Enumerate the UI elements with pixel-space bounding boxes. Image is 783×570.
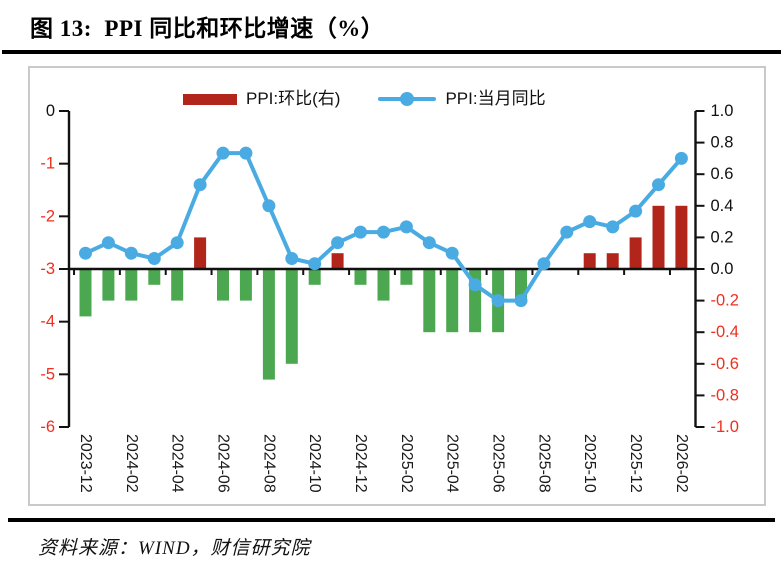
line-marker xyxy=(354,225,367,239)
bar-ppi-mom xyxy=(446,269,459,333)
line-marker xyxy=(629,204,643,218)
line-marker xyxy=(445,246,459,260)
x-axis-label: 2024-06 xyxy=(215,434,232,493)
bar-ppi-mom xyxy=(606,253,619,269)
x-axis-label: 2024-08 xyxy=(260,434,277,493)
line-marker xyxy=(170,236,184,250)
bar-ppi-mom xyxy=(354,269,367,285)
line-marker xyxy=(331,236,345,250)
left-axis-tick-label: -4 xyxy=(40,313,55,331)
left-axis-tick-label: 0 xyxy=(46,102,55,120)
bar-ppi-mom xyxy=(285,269,298,364)
line-marker xyxy=(124,246,138,260)
line-marker xyxy=(560,225,574,239)
bar-ppi-mom xyxy=(194,237,207,269)
bar-ppi-mom xyxy=(308,269,321,285)
figure-title: 图 13: PPI 同比和环比增速（%） xyxy=(30,16,385,41)
left-axis-tick-label: -5 xyxy=(40,365,55,383)
bar-ppi-mom xyxy=(102,269,115,301)
bar-ppi-mom xyxy=(583,253,596,269)
x-axis-label: 2025-06 xyxy=(490,434,507,493)
bar-ppi-mom xyxy=(125,269,138,301)
x-axis-label: 2025-02 xyxy=(398,434,415,493)
line-marker xyxy=(652,178,665,192)
x-axis-label: 2024-04 xyxy=(169,434,186,493)
x-axis-label: 2024-02 xyxy=(123,434,140,493)
right-axis-tick-label: 0.8 xyxy=(711,134,734,152)
right-axis-tick-label: -0.2 xyxy=(711,292,739,310)
line-marker xyxy=(239,146,253,160)
bar-ppi-mom xyxy=(171,269,184,301)
line-marker xyxy=(147,252,161,265)
line-marker xyxy=(377,225,390,239)
x-axis-label: 2025-08 xyxy=(535,434,552,493)
legend-label-yoy: PPI:当月同比 xyxy=(445,89,546,108)
right-axis-tick-label: -1.0 xyxy=(711,418,739,436)
line-marker xyxy=(193,178,207,192)
left-axis-tick-label: -2 xyxy=(40,207,55,225)
left-axis-tick-label: -3 xyxy=(40,260,55,278)
line-marker xyxy=(583,215,597,229)
x-axis-label: 2023-12 xyxy=(77,434,94,493)
x-axis-label: 2024-10 xyxy=(306,434,323,493)
x-axis-label: 2025-04 xyxy=(444,434,461,493)
chart-legend: PPI:环比(右) PPI:当月同比 xyxy=(183,88,546,110)
right-axis-tick-label: -0.8 xyxy=(711,386,739,404)
bar-ppi-mom xyxy=(675,205,688,269)
line-marker xyxy=(79,246,92,260)
bar-ppi-mom xyxy=(377,269,390,301)
bar-ppi-mom xyxy=(423,269,436,333)
line-marker xyxy=(422,236,436,250)
x-axis-label: 2024-12 xyxy=(352,434,369,493)
legend-item-yoy: PPI:当月同比 xyxy=(378,88,546,110)
right-axis-tick-label: 0.0 xyxy=(711,260,734,278)
bar-ppi-mom xyxy=(331,253,344,269)
title-divider xyxy=(2,50,781,54)
line-marker xyxy=(606,220,620,234)
line-marker xyxy=(285,252,299,265)
line-marker xyxy=(514,294,528,308)
line-marker xyxy=(468,278,482,292)
x-axis-label: 2025-10 xyxy=(581,434,598,493)
line-marker xyxy=(491,294,505,308)
bar-ppi-mom xyxy=(262,269,275,380)
left-axis-tick-label: -1 xyxy=(40,155,55,173)
right-axis-tick-label: 0.4 xyxy=(711,197,734,215)
bar-ppi-mom xyxy=(217,269,229,301)
line-marker xyxy=(262,199,276,213)
line-series-swatch xyxy=(378,92,437,106)
source-note: 资料来源：WIND，财信研究院 xyxy=(38,538,311,559)
bar-ppi-mom xyxy=(148,269,161,285)
line-marker xyxy=(308,257,322,271)
legend-label-mom: PPI:环比(右) xyxy=(246,89,341,108)
footer-divider xyxy=(8,518,775,522)
line-marker xyxy=(216,146,230,160)
right-axis-tick-label: 0.2 xyxy=(711,228,734,246)
chart-container xyxy=(28,66,766,506)
legend-item-mom: PPI:环比(右) xyxy=(183,88,340,110)
line-series-marker xyxy=(400,92,415,106)
x-axis-label: 2026-02 xyxy=(673,434,690,493)
bar-series-swatch xyxy=(183,93,237,105)
bar-ppi-mom xyxy=(629,237,642,269)
line-marker xyxy=(537,257,551,271)
left-axis-tick-label: -6 xyxy=(40,418,55,436)
right-axis-tick-label: -0.6 xyxy=(711,355,739,373)
bar-ppi-mom xyxy=(239,269,252,301)
right-axis-tick-label: 1.0 xyxy=(711,102,734,120)
line-marker xyxy=(101,236,115,250)
right-axis-tick-label: -0.4 xyxy=(711,323,739,341)
right-axis-tick-label: 0.6 xyxy=(711,165,734,183)
bar-ppi-mom xyxy=(652,205,665,269)
bar-ppi-mom xyxy=(79,269,92,317)
line-marker xyxy=(674,151,688,165)
x-axis-label: 2025-12 xyxy=(627,434,644,493)
line-marker xyxy=(399,220,413,234)
bar-ppi-mom xyxy=(400,269,413,285)
